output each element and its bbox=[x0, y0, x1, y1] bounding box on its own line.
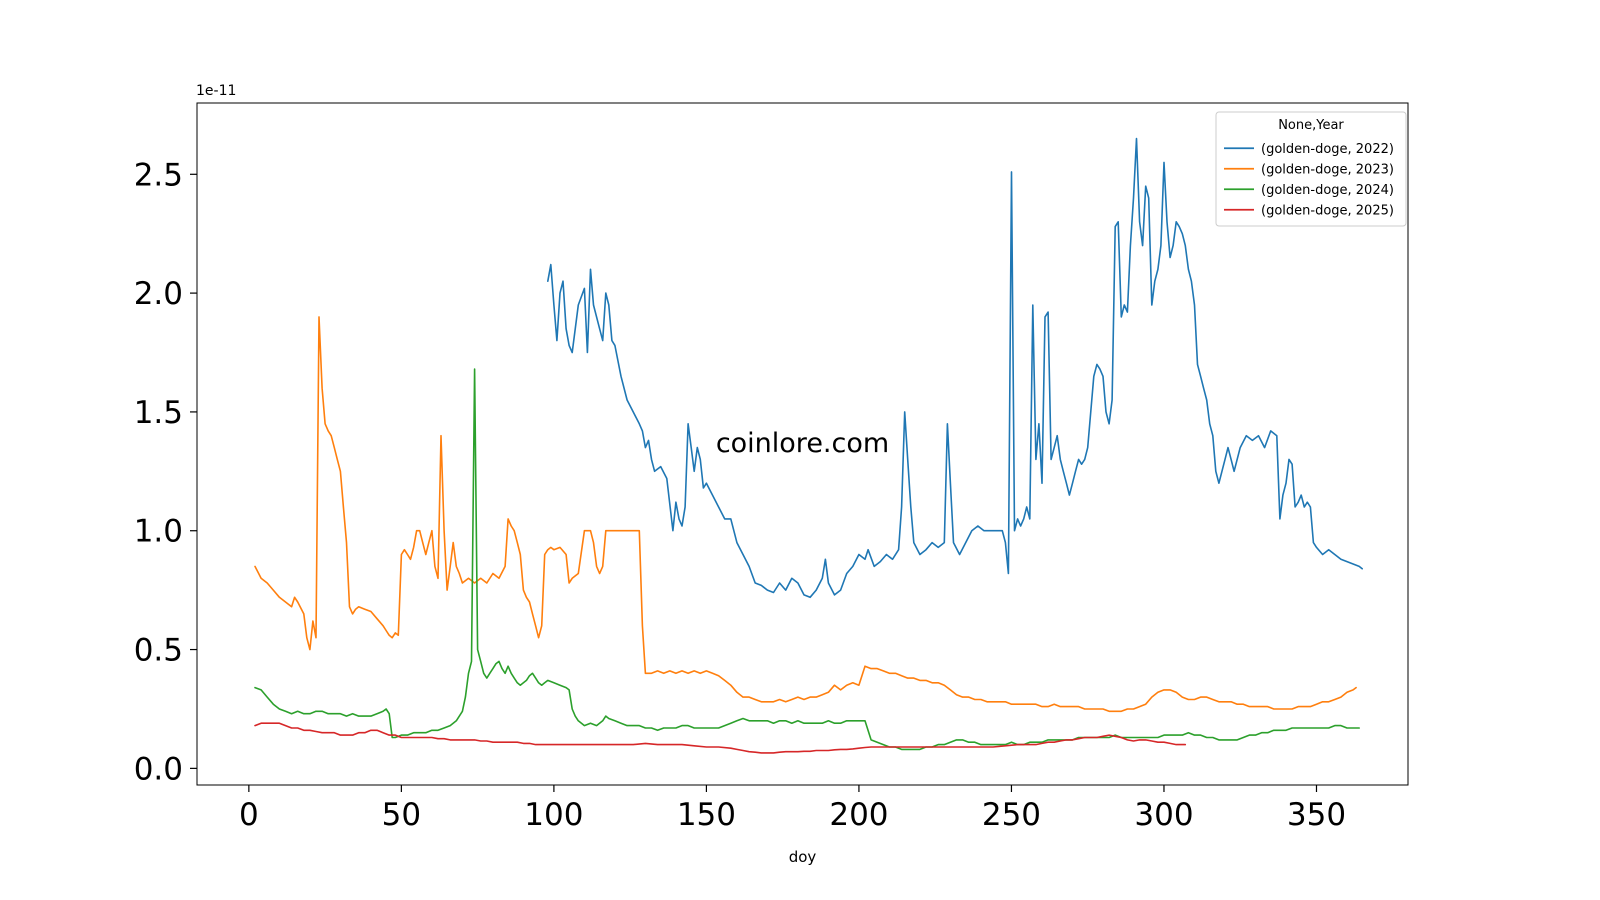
x-tick-label: 300 bbox=[1134, 797, 1193, 833]
x-axis-label: doy bbox=[789, 848, 817, 866]
series-line-1 bbox=[254, 316, 1357, 713]
y-tick-label: 0.0 bbox=[134, 751, 183, 787]
legend-entry: (golden-doge, 2025) bbox=[1224, 203, 1394, 218]
legend-entry: (golden-doge, 2022) bbox=[1224, 142, 1394, 157]
x-tick-label: 0 bbox=[239, 797, 259, 833]
legend: None,Year (golden-doge, 2022) (golden-doge… bbox=[1215, 111, 1407, 227]
legend-entry-label: (golden-doge, 2023) bbox=[1261, 162, 1394, 177]
x-tick-label: 200 bbox=[829, 797, 888, 833]
y-tick-label: 1.5 bbox=[134, 395, 183, 431]
y-tick-label: 0.5 bbox=[134, 633, 183, 669]
y-tick-label: 1.0 bbox=[134, 514, 183, 550]
plot-area bbox=[196, 102, 1409, 786]
legend-entry: (golden-doge, 2023) bbox=[1224, 162, 1394, 177]
legend-entry: (golden-doge, 2024) bbox=[1224, 183, 1394, 198]
x-tick-label: 50 bbox=[382, 797, 421, 833]
legend-title: None,Year bbox=[1278, 118, 1344, 133]
y-tick-label: 2.0 bbox=[134, 276, 183, 312]
x-tick-label: 250 bbox=[982, 797, 1041, 833]
series-line-3 bbox=[254, 722, 1187, 754]
y-axis-offset-label: 1e-11 bbox=[196, 83, 236, 99]
legend-entry-label: (golden-doge, 2024) bbox=[1261, 183, 1394, 198]
x-tick-label: 100 bbox=[524, 797, 583, 833]
series-line-2 bbox=[254, 368, 1360, 751]
legend-box bbox=[1215, 111, 1407, 227]
x-tick-label: 350 bbox=[1287, 797, 1346, 833]
y-tick-label: 2.5 bbox=[134, 157, 183, 193]
series-line-0 bbox=[546, 137, 1363, 599]
legend-entry-label: (golden-doge, 2025) bbox=[1261, 203, 1394, 218]
legend-entry-label: (golden-doge, 2022) bbox=[1261, 142, 1394, 157]
x-tick-label: 150 bbox=[677, 797, 736, 833]
watermark: coinlore.com bbox=[716, 428, 889, 459]
